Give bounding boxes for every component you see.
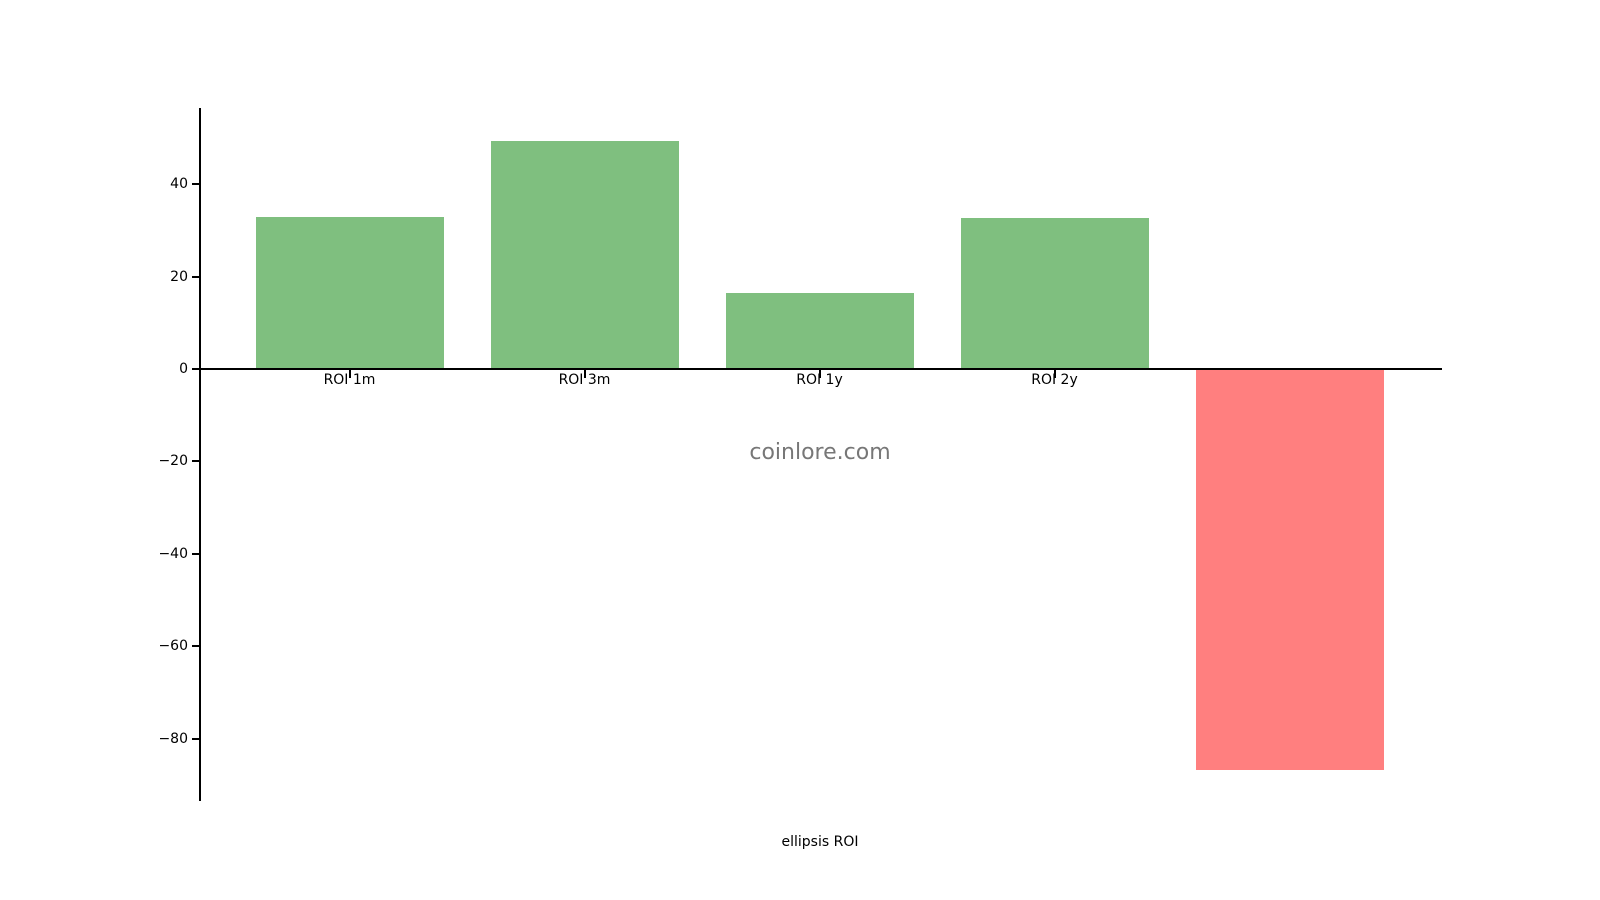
y-tick-mark (192, 552, 199, 555)
x-tick-label: ROI 1y (796, 372, 843, 389)
y-tick-mark (192, 460, 199, 463)
bar-roi-1y (725, 292, 914, 370)
y-tick-mark (192, 645, 199, 648)
x-axis-title: ellipsis ROI (781, 834, 859, 850)
bar-roi-1m (255, 217, 444, 370)
x-tick-label: ROI 1m (323, 372, 376, 389)
y-tick-mark (192, 737, 199, 740)
x-tick-mark (818, 369, 821, 379)
y-tick-label: 40 (170, 176, 188, 193)
x-tick-label: ROI 3m (558, 372, 611, 389)
y-tick-label: 0 (179, 361, 188, 378)
y-tick-label: 20 (170, 268, 188, 285)
bar-unlabeled (1195, 369, 1384, 770)
x-tick-mark (348, 369, 351, 379)
y-tick-mark (192, 275, 199, 278)
x-axis-line (199, 368, 1442, 371)
y-tick-mark (192, 368, 199, 371)
y-tick-label: −40 (158, 545, 188, 562)
y-tick-mark (192, 183, 199, 186)
watermark: coinlore.com (749, 440, 891, 465)
y-tick-label: −60 (158, 638, 188, 655)
x-tick-label: ROI 2y (1031, 372, 1078, 389)
x-tick-mark (1053, 369, 1056, 379)
bar-roi-3m (490, 140, 679, 370)
y-axis-spine (199, 108, 201, 801)
bar-roi-2y (960, 217, 1149, 370)
x-tick-mark (583, 369, 586, 379)
y-tick-label: −20 (158, 453, 188, 470)
y-tick-label: −80 (158, 730, 188, 747)
